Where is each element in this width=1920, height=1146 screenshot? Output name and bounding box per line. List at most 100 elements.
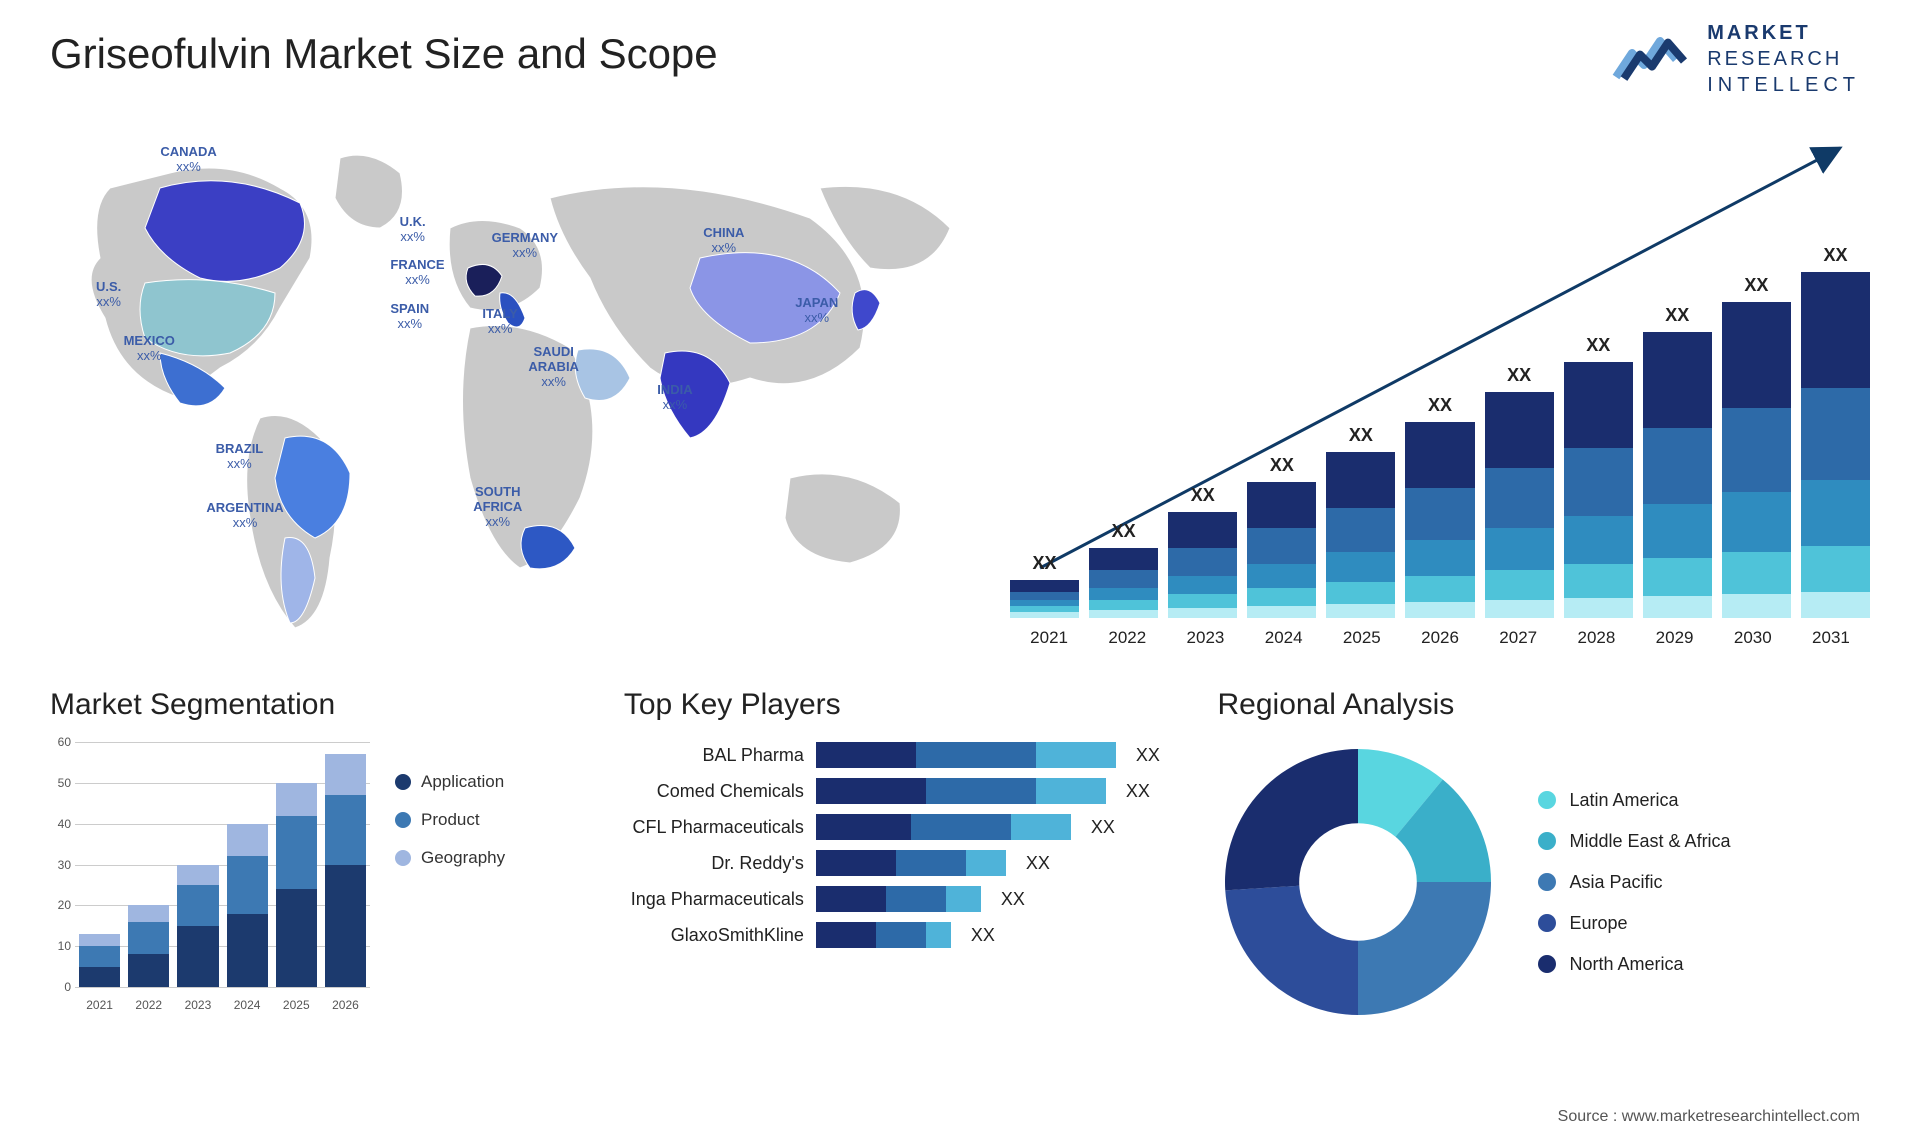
regional-legend-item: Europe (1538, 913, 1731, 934)
segmentation-legend: ApplicationProductGeography (395, 742, 505, 1012)
segmentation-section: Market Segmentation 0102030405060 202120… (50, 688, 584, 1022)
growth-segment (1168, 512, 1237, 548)
player-segment (816, 814, 911, 840)
growth-segment (1564, 362, 1633, 448)
growth-value-label: XX (1586, 335, 1610, 356)
growth-year-label: 2027 (1479, 628, 1557, 648)
growth-value-label: XX (1428, 395, 1452, 416)
growth-segment (1326, 452, 1395, 508)
growth-segment (1405, 540, 1474, 576)
growth-bar-2027: XX (1485, 365, 1554, 618)
growth-segment (1089, 570, 1158, 588)
map-label-u-k-: U.K.xx% (400, 215, 426, 245)
seg-segment (79, 967, 120, 987)
seg-x-label: 2021 (75, 998, 124, 1012)
seg-segment (79, 934, 120, 946)
regional-legend-label: Latin America (1570, 790, 1679, 811)
growth-segment (1722, 552, 1791, 594)
growth-segment (1326, 552, 1395, 582)
seg-segment (325, 754, 366, 795)
regional-swatch (1538, 832, 1556, 850)
seg-segment (79, 946, 120, 966)
seg-bar-2025 (276, 783, 317, 987)
seg-y-tick: 20 (58, 898, 71, 912)
growth-value-label: XX (1349, 425, 1373, 446)
player-bar (816, 850, 1006, 876)
seg-legend-label: Application (421, 772, 504, 792)
page-title: Griseofulvin Market Size and Scope (50, 30, 1870, 78)
map-safrica (521, 526, 575, 569)
player-name: Inga Pharmaceuticals (624, 889, 804, 910)
growth-segment (1801, 272, 1870, 388)
brand-line2: RESEARCH (1707, 46, 1860, 72)
player-segment (926, 922, 951, 948)
seg-y-tick: 10 (58, 939, 71, 953)
seg-segment (177, 865, 218, 885)
growth-segment (1089, 610, 1158, 618)
growth-bar-2023: XX (1168, 485, 1237, 618)
growth-year-label: 2030 (1714, 628, 1792, 648)
seg-segment (325, 795, 366, 864)
seg-segment (177, 885, 218, 926)
player-value-label: XX (1136, 745, 1160, 766)
seg-legend-item: Geography (395, 848, 505, 868)
growth-year-label: 2025 (1323, 628, 1401, 648)
growth-segment (1643, 504, 1712, 558)
growth-bar-2028: XX (1564, 335, 1633, 618)
seg-segment (227, 824, 268, 857)
map-svg (50, 118, 970, 658)
growth-segment (1643, 332, 1712, 428)
player-segment (1036, 742, 1116, 768)
seg-x-label: 2025 (272, 998, 321, 1012)
seg-segment (128, 905, 169, 921)
donut-slice-asia-pacific (1358, 882, 1491, 1015)
brand-mark-icon (1612, 29, 1692, 90)
player-segment (966, 850, 1006, 876)
seg-y-tick: 50 (58, 776, 71, 790)
growth-segment (1564, 598, 1633, 618)
growth-year-label: 2022 (1088, 628, 1166, 648)
seg-x-label: 2024 (223, 998, 272, 1012)
seg-segment (177, 926, 218, 987)
seg-segment (276, 889, 317, 987)
growth-value-label: XX (1507, 365, 1531, 386)
seg-segment (276, 783, 317, 816)
player-row: Inga Pharmaceuticals XX (624, 886, 1178, 912)
growth-segment (1326, 508, 1395, 552)
growth-segment (1405, 422, 1474, 488)
player-segment (816, 778, 926, 804)
growth-segment (1168, 608, 1237, 618)
growth-bar-2024: XX (1247, 455, 1316, 618)
growth-segment (1247, 588, 1316, 606)
player-segment (1011, 814, 1071, 840)
growth-segment (1722, 492, 1791, 552)
player-segment (946, 886, 981, 912)
growth-year-label: 2024 (1245, 628, 1323, 648)
player-row: Comed ChemicalsXX (624, 778, 1178, 804)
growth-segment (1247, 482, 1316, 528)
growth-value-label: XX (1112, 521, 1136, 542)
regional-legend-item: North America (1538, 954, 1731, 975)
seg-x-label: 2022 (124, 998, 173, 1012)
map-label-canada: CANADAxx% (160, 145, 216, 175)
regional-legend-item: Middle East & Africa (1538, 831, 1731, 852)
seg-legend-label: Geography (421, 848, 505, 868)
regional-swatch (1538, 955, 1556, 973)
growth-segment (1801, 546, 1870, 592)
map-label-france: FRANCExx% (390, 258, 444, 288)
growth-segment (1247, 528, 1316, 564)
seg-bar-2024 (227, 824, 268, 987)
source-attribution: Source : www.marketresearchintellect.com (1558, 1108, 1860, 1126)
growth-segment (1405, 488, 1474, 540)
player-name: GlaxoSmithKline (624, 925, 804, 946)
brand-line1: MARKET (1707, 20, 1860, 46)
player-row: GlaxoSmithKlineXX (624, 922, 1178, 948)
regional-legend-label: Europe (1570, 913, 1628, 934)
segmentation-chart: 0102030405060 202120222023202420252026 (50, 742, 370, 1012)
player-segment (816, 850, 896, 876)
growth-bar-2029: XX (1643, 305, 1712, 618)
growth-segment (1801, 592, 1870, 618)
map-label-germany: GERMANYxx% (492, 231, 558, 261)
growth-year-label: 2028 (1557, 628, 1635, 648)
player-value-label: XX (1001, 889, 1025, 910)
